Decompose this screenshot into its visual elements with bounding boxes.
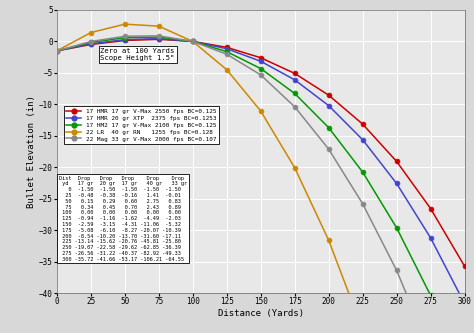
Text: Zero at 100 Yards
Scope Height 1.5": Zero at 100 Yards Scope Height 1.5" — [100, 48, 175, 61]
Y-axis label: Bullet Elevation (in): Bullet Elevation (in) — [27, 95, 36, 208]
X-axis label: Distance (Yards): Distance (Yards) — [218, 309, 304, 318]
Text: Dist  Drop   Drop   Drop    Drop    Drop
 yd   17 gr  20 gr  17 gr   40 gr   33 : Dist Drop Drop Drop Drop Drop yd 17 gr 2… — [59, 175, 187, 262]
Legend: 17 HMR 17 gr V-Max 2550 fps BC=0.125, 17 HMR 20 gr XTP  2375 fps BC=0.1253, 17 H: 17 HMR 17 gr V-Max 2550 fps BC=0.125, 17… — [64, 106, 219, 144]
